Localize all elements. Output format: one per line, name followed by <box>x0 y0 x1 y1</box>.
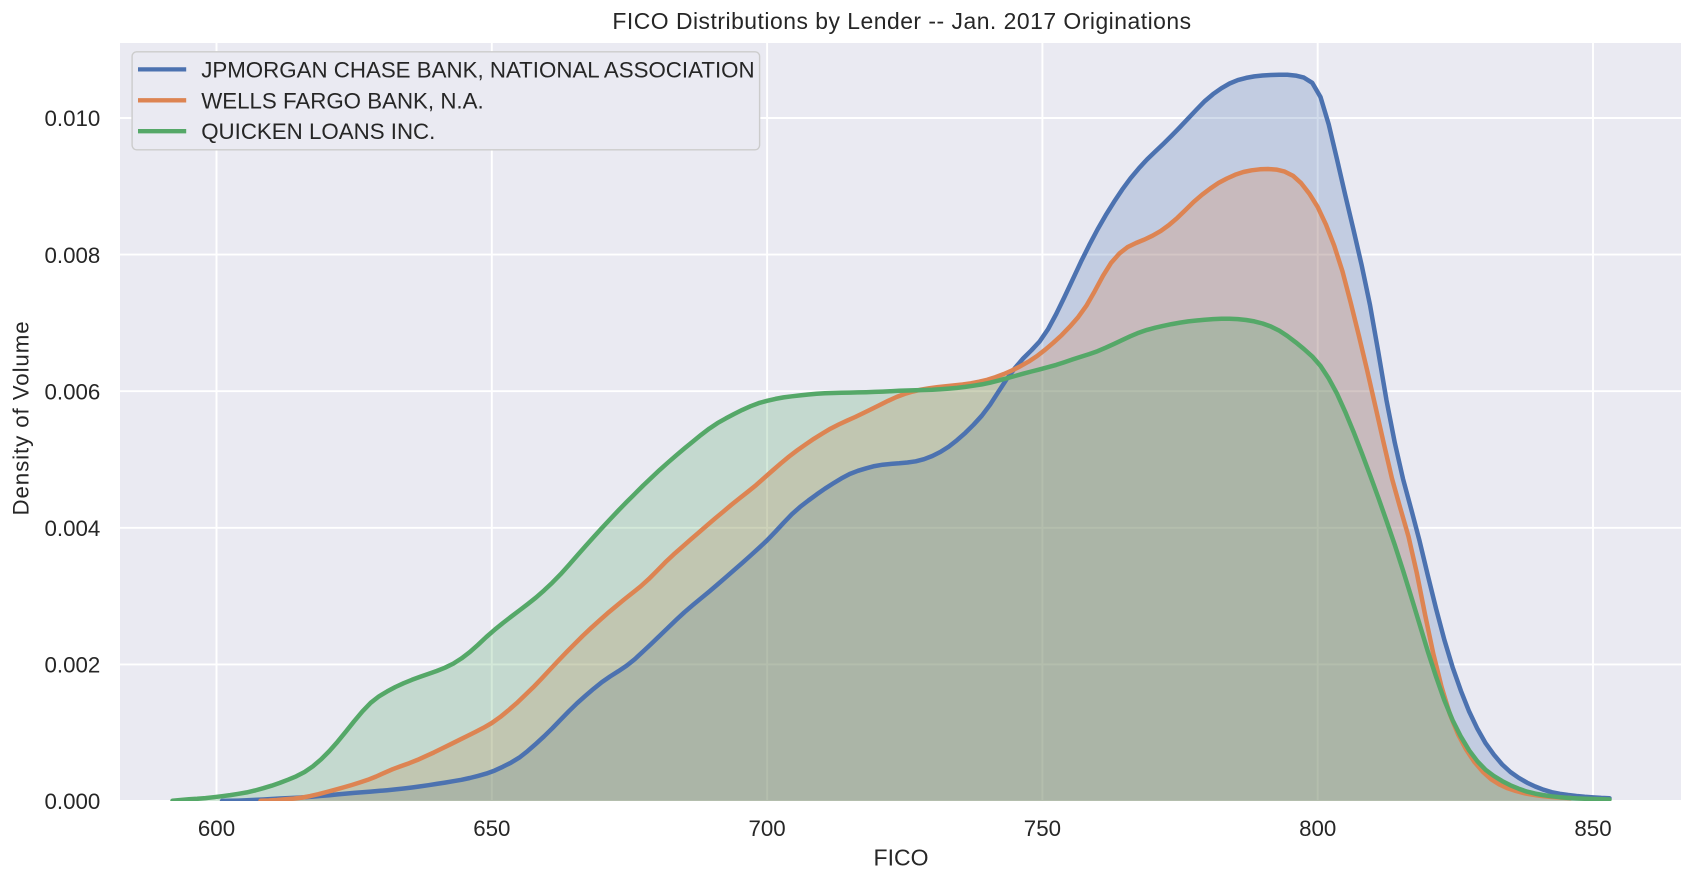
svg-text:WELLS FARGO BANK, N.A.: WELLS FARGO BANK, N.A. <box>201 88 484 113</box>
svg-text:Density of Volume: Density of Volume <box>8 320 33 515</box>
svg-text:850: 850 <box>1574 816 1611 841</box>
svg-text:600: 600 <box>198 816 235 841</box>
svg-text:JPMORGAN CHASE BANK, NATIONAL: JPMORGAN CHASE BANK, NATIONAL ASSOCIATIO… <box>201 57 754 82</box>
svg-text:QUICKEN LOANS INC.: QUICKEN LOANS INC. <box>201 119 435 144</box>
svg-text:0.006: 0.006 <box>45 379 101 404</box>
svg-text:FICO: FICO <box>874 844 929 870</box>
svg-text:0.004: 0.004 <box>45 516 101 541</box>
svg-text:750: 750 <box>1024 816 1061 841</box>
svg-text:0.008: 0.008 <box>45 243 101 268</box>
svg-text:FICO Distributions by Lender -: FICO Distributions by Lender -- Jan. 201… <box>612 8 1191 34</box>
svg-text:0.002: 0.002 <box>45 653 101 678</box>
svg-text:0.010: 0.010 <box>45 106 101 131</box>
svg-text:650: 650 <box>473 816 510 841</box>
svg-text:700: 700 <box>748 816 785 841</box>
svg-text:0.000: 0.000 <box>45 789 101 814</box>
svg-text:800: 800 <box>1299 816 1336 841</box>
